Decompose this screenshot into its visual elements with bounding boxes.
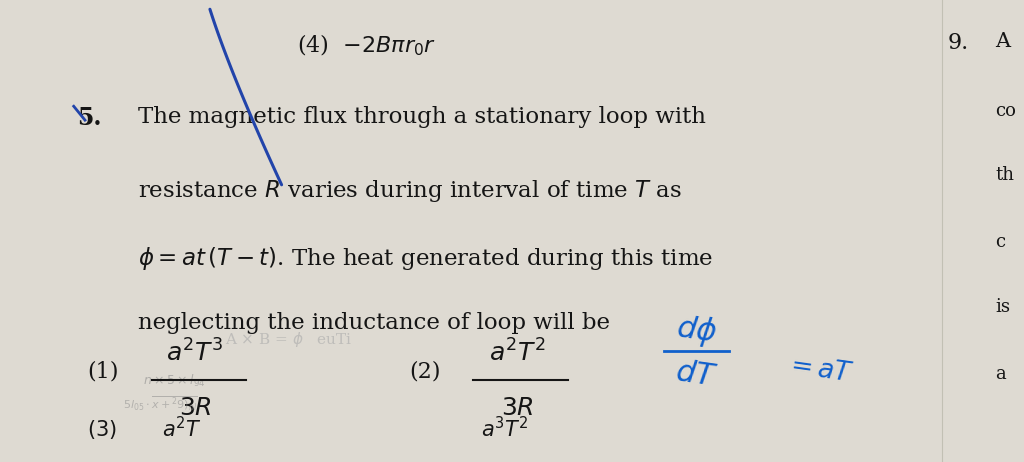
Text: $dT$: $dT$ [674,356,719,393]
Text: (4)  $-2B\pi r_0 r$: (4) $-2B\pi r_0 r$ [297,32,436,58]
Text: $= aT$: $= aT$ [783,353,855,387]
Text: $n \times 5 \times l_{94}$: $n \times 5 \times l_{94}$ [143,373,206,389]
Text: (2): (2) [410,361,441,383]
Text: $5l_{05} \cdot \overline{x + {}^2 9)_{nl}}$: $5l_{05} \cdot \overline{x + {}^2 9)_{nl… [123,395,198,413]
Text: $3R$: $3R$ [178,397,211,420]
Text: th: th [995,166,1015,184]
Text: co: co [995,102,1016,120]
Text: 5.: 5. [77,106,101,130]
Text: a: a [995,365,1006,383]
Text: neglecting the inductance of loop will be: neglecting the inductance of loop will b… [138,312,610,334]
Text: $(3)$: $(3)$ [87,418,117,441]
Text: The magnetic flux through a stationary loop with: The magnetic flux through a stationary l… [138,106,707,128]
Text: $3R$: $3R$ [501,397,534,420]
Text: $\phi = at\,(T - t)$. The heat generated during this time: $\phi = at\,(T - t)$. The heat generated… [138,245,714,272]
Text: $a^3T^2$: $a^3T^2$ [481,416,529,441]
Text: A $\times$ B = $\phi$   euTi: A $\times$ B = $\phi$ euTi [225,330,352,349]
Text: $a^2T$: $a^2T$ [162,416,202,441]
Text: $d\phi$: $d\phi$ [674,310,719,351]
Text: is: is [995,298,1011,316]
Text: 9.: 9. [947,32,969,55]
Text: A: A [995,32,1011,51]
Text: (1): (1) [87,361,119,383]
Text: resistance $R$ varies during interval of time $T$ as: resistance $R$ varies during interval of… [138,178,682,204]
Text: $a^2T^3$: $a^2T^3$ [166,340,223,367]
Text: c: c [995,233,1006,251]
Text: $a^2T^2$: $a^2T^2$ [488,340,546,367]
